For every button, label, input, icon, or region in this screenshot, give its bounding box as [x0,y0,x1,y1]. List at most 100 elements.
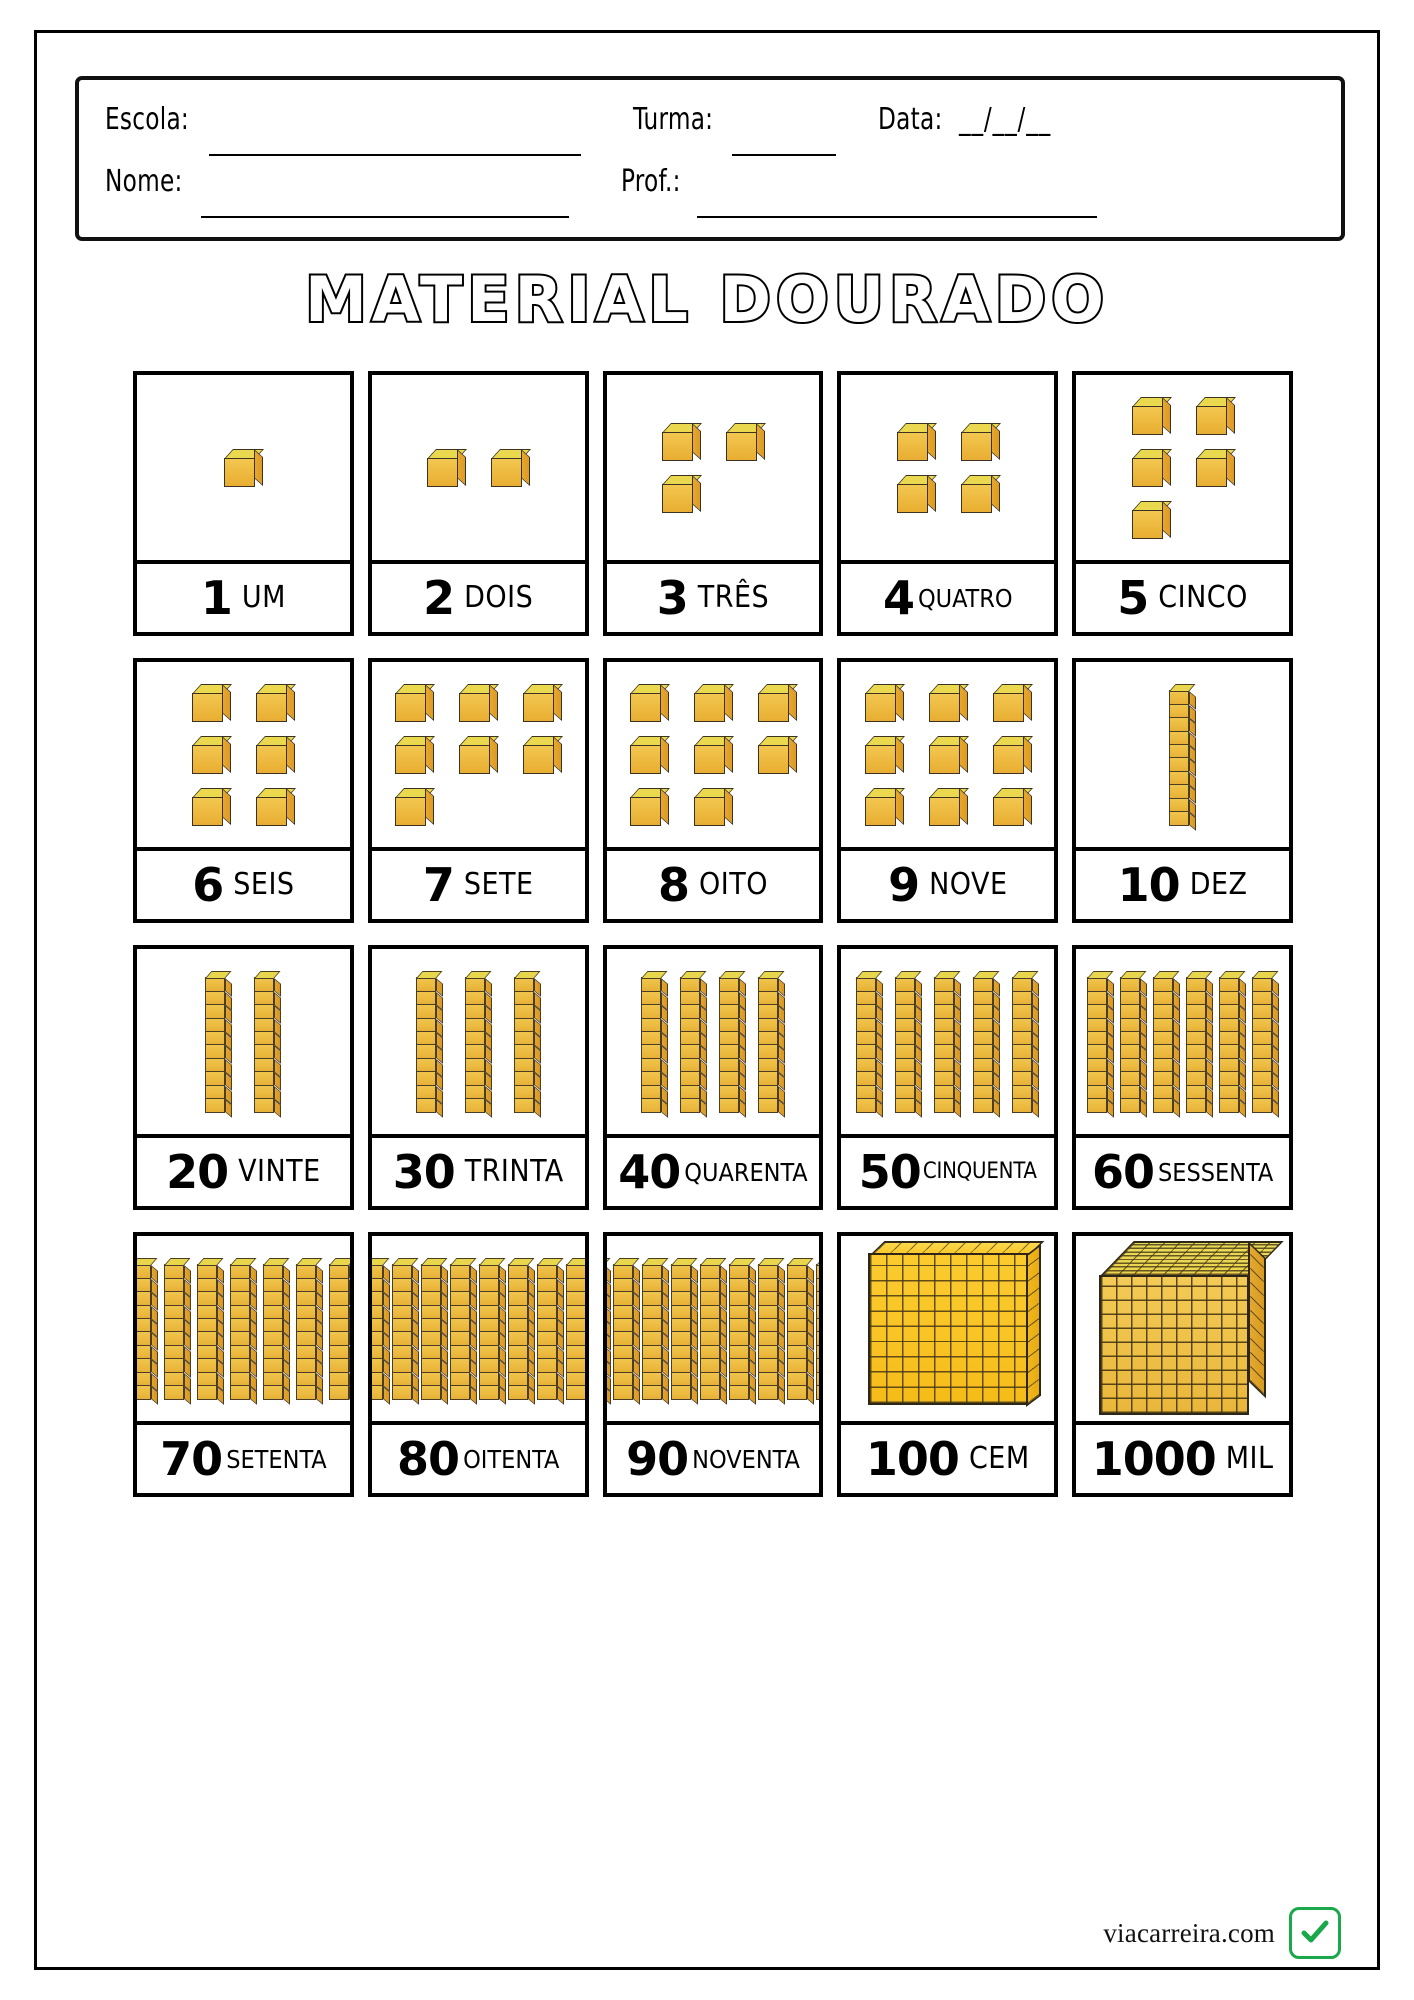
card-label-80: 80 OITENTA [372,1425,585,1493]
art-inner [1076,375,1289,560]
card-art-8 [606,662,820,851]
card-number: 1000 [1091,1432,1217,1486]
unit-cube-group [629,683,798,826]
ten-rod-icon [1152,971,1180,1113]
card-label-50: 50 CINQUENTA [841,1138,1054,1206]
art-inner [841,662,1054,847]
unit-cube-icon [1131,448,1172,487]
card-label-9: 9 NOVE [841,851,1054,919]
data-input-line[interactable]: __/__/__ [959,102,1052,137]
nome-input-line[interactable] [201,215,570,218]
unit-cube-icon [661,422,702,461]
card-label-5: 5 CINCO [1076,564,1289,632]
number-card-6[interactable]: 6 SEIS [133,658,354,923]
ten-rod-icon [415,971,443,1113]
ten-rod-icon [229,1258,257,1400]
unit-cube-icon [395,735,436,774]
ten-rod-icon [973,971,1000,1113]
number-card-100[interactable]: 100 CEM [837,1232,1059,1497]
ten-rod-icon [640,971,668,1113]
number-card-1000[interactable]: 1000 MIL [1072,1232,1293,1497]
card-number: 10 [1117,858,1181,912]
art-inner [1076,1236,1289,1421]
unit-cube-icon [864,735,905,774]
number-card-50[interactable]: 50 CINQUENTA [837,945,1059,1210]
card-number: 1 [200,571,233,625]
form-row-bottom: Nome: Prof.: [105,164,1315,226]
card-word: SEIS [233,867,295,902]
ten-rod-icon [464,971,492,1113]
card-label-60: 60 SESSENTA [1076,1138,1289,1206]
number-card-5[interactable]: 5 CINCO [1072,371,1293,636]
number-card-90[interactable]: 90 NOVENTA [602,1232,824,1497]
number-card-80[interactable]: 80 OITENTA [367,1232,589,1497]
unit-cube-icon [491,448,532,487]
ten-rod-icon [163,1258,191,1400]
unit-cube-icon [1131,500,1172,539]
card-word: CINQUENTA [922,1159,1037,1184]
material-dourado-grid: 1 UM 2 DOIS 3 TRÊS 4 QUATRO 5 CINCO 6 SEIS 7 SETE 8 OIT… [133,371,1293,1497]
number-card-30[interactable]: 30 TRINTA [367,945,589,1210]
card-number: 20 [166,1145,229,1199]
escola-input-line[interactable] [208,153,581,156]
number-card-1[interactable]: 1 UM [133,371,354,636]
ten-rod-icon [679,971,707,1113]
card-number: 8 [658,858,690,912]
unit-cube-icon [693,787,734,826]
card-word: TRINTA [464,1154,564,1189]
turma-label: Turma: [632,102,713,137]
card-label-1000: 1000 MIL [1076,1425,1289,1493]
thousand-cube-icon [1098,1240,1284,1417]
unit-cube-icon [992,735,1033,774]
ten-rod-group [137,1258,350,1400]
card-number: 40 [618,1145,681,1199]
unit-cube-icon [960,474,1001,513]
art-inner [607,662,820,847]
ten-rod-icon [196,1258,224,1400]
number-card-8[interactable]: 8 OITO [602,658,824,923]
ten-rod-icon [262,1258,290,1400]
ten-rod-icon [895,971,922,1113]
ten-rod-icon [934,971,961,1113]
unit-cube-icon [864,787,905,826]
card-number: 5 [1117,571,1149,625]
card-word: VINTE [238,1154,321,1189]
card-word: CINCO [1158,580,1248,615]
ten-rod-icon [450,1258,477,1400]
prof-input-line[interactable] [696,215,1097,218]
art-inner [137,949,350,1134]
unit-cube-group [427,448,532,487]
card-number: 60 [1091,1145,1155,1199]
number-card-40[interactable]: 40 QUARENTA [602,945,824,1210]
card-label-8: 8 OITO [607,851,820,919]
turma-input-line[interactable] [732,153,837,156]
number-card-2[interactable]: 2 DOIS [367,371,589,636]
ten-rod-icon [612,1258,640,1400]
ten-rod-icon [508,1258,535,1400]
number-card-4[interactable]: 4 QUATRO [837,371,1059,636]
number-card-9[interactable]: 9 NOVE [837,658,1059,923]
number-card-10[interactable]: 10 DEZ [1072,658,1293,923]
nome-label: Nome: [105,164,183,199]
number-card-70[interactable]: 70 SETENTA [133,1232,354,1497]
card-art-6 [137,662,350,851]
ten-rod-group [1086,971,1279,1113]
card-word: CEM [968,1441,1030,1476]
number-card-20[interactable]: 20 VINTE [133,945,354,1210]
worksheet-page: Escola: Turma: Data: __/__/__ Nome: Prof… [34,30,1380,1970]
unit-cube-icon [725,422,766,461]
number-card-7[interactable]: 7 SETE [367,658,589,923]
card-art-100 [841,1236,1055,1425]
prof-label: Prof.: [621,164,681,199]
ten-rod-icon [728,1258,756,1400]
unit-cube-icon [960,422,1001,461]
number-card-3[interactable]: 3 TRÊS [602,371,824,636]
unit-cube-icon [192,735,233,774]
unit-cube-icon [1131,396,1172,435]
unit-cube-icon [256,787,297,826]
ten-rod-group [856,971,1039,1113]
unit-cube-group [224,448,265,487]
card-number: 70 [160,1432,223,1486]
unit-cube-icon [629,787,670,826]
number-card-60[interactable]: 60 SESSENTA [1072,945,1293,1210]
